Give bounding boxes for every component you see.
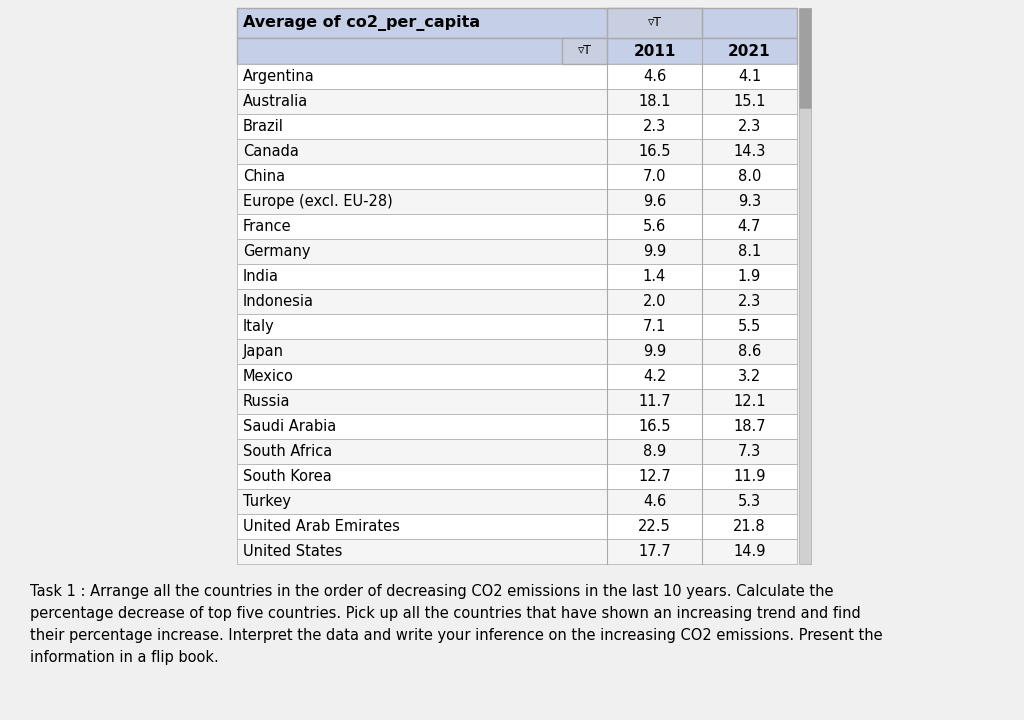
Bar xyxy=(237,339,797,364)
Text: 21.8: 21.8 xyxy=(733,519,766,534)
Text: 1.4: 1.4 xyxy=(643,269,667,284)
Text: 3.2: 3.2 xyxy=(738,369,761,384)
Bar xyxy=(237,439,797,464)
Bar xyxy=(237,64,797,89)
Text: 2011: 2011 xyxy=(633,43,676,58)
Bar xyxy=(562,38,607,64)
Text: 18.1: 18.1 xyxy=(638,94,671,109)
Text: France: France xyxy=(243,219,292,234)
Text: Saudi Arabia: Saudi Arabia xyxy=(243,419,336,434)
Text: information in a flip book.: information in a flip book. xyxy=(30,650,219,665)
Text: Argentina: Argentina xyxy=(243,69,314,84)
Bar xyxy=(237,514,797,539)
Text: Japan: Japan xyxy=(243,344,284,359)
Bar xyxy=(237,189,797,214)
Bar xyxy=(237,364,797,389)
Text: Mexico: Mexico xyxy=(243,369,294,384)
Text: 4.2: 4.2 xyxy=(643,369,667,384)
Bar xyxy=(237,164,797,189)
Bar xyxy=(237,264,797,289)
Bar xyxy=(237,539,797,564)
Text: Indonesia: Indonesia xyxy=(243,294,314,309)
Text: 2.3: 2.3 xyxy=(738,119,761,134)
Bar xyxy=(237,289,797,314)
Text: 9.9: 9.9 xyxy=(643,344,667,359)
Bar xyxy=(237,89,797,114)
Text: 5.3: 5.3 xyxy=(738,494,761,509)
Text: India: India xyxy=(243,269,279,284)
Bar xyxy=(237,239,797,264)
Text: 11.7: 11.7 xyxy=(638,394,671,409)
Bar xyxy=(237,8,797,38)
Text: ▿T: ▿T xyxy=(647,17,662,30)
Text: 2.3: 2.3 xyxy=(643,119,667,134)
Text: 7.1: 7.1 xyxy=(643,319,667,334)
Text: Italy: Italy xyxy=(243,319,274,334)
Bar xyxy=(799,8,811,108)
Text: 2.0: 2.0 xyxy=(643,294,667,309)
Text: South Korea: South Korea xyxy=(243,469,332,484)
Text: 12.1: 12.1 xyxy=(733,394,766,409)
Text: 18.7: 18.7 xyxy=(733,419,766,434)
Bar xyxy=(237,214,797,239)
Text: percentage decrease of top five countries. Pick up all the countries that have s: percentage decrease of top five countrie… xyxy=(30,606,861,621)
Text: 4.1: 4.1 xyxy=(738,69,761,84)
Text: Task 1 : Arrange all the countries in the order of decreasing CO2 emissions in t: Task 1 : Arrange all the countries in th… xyxy=(30,584,834,599)
Text: 8.6: 8.6 xyxy=(738,344,761,359)
Text: Average of co2_per_capita: Average of co2_per_capita xyxy=(243,15,480,31)
Text: 7.0: 7.0 xyxy=(643,169,667,184)
Text: 5.5: 5.5 xyxy=(738,319,761,334)
Bar xyxy=(607,8,702,38)
Text: United Arab Emirates: United Arab Emirates xyxy=(243,519,400,534)
Text: 16.5: 16.5 xyxy=(638,419,671,434)
Text: 8.9: 8.9 xyxy=(643,444,667,459)
Text: Brazil: Brazil xyxy=(243,119,284,134)
Bar xyxy=(799,8,811,564)
Text: United States: United States xyxy=(243,544,342,559)
Text: 9.6: 9.6 xyxy=(643,194,667,209)
Bar xyxy=(237,489,797,514)
Text: 7.3: 7.3 xyxy=(738,444,761,459)
Text: Australia: Australia xyxy=(243,94,308,109)
Text: 16.5: 16.5 xyxy=(638,144,671,159)
Text: Germany: Germany xyxy=(243,244,310,259)
Text: 9.3: 9.3 xyxy=(738,194,761,209)
Bar xyxy=(237,38,797,64)
Bar xyxy=(237,464,797,489)
Text: 2021: 2021 xyxy=(728,43,771,58)
Text: China: China xyxy=(243,169,285,184)
Bar xyxy=(237,139,797,164)
Text: Russia: Russia xyxy=(243,394,291,409)
Text: 1.9: 1.9 xyxy=(738,269,761,284)
Text: 15.1: 15.1 xyxy=(733,94,766,109)
Text: 8.0: 8.0 xyxy=(738,169,761,184)
Text: 14.9: 14.9 xyxy=(733,544,766,559)
Text: 5.6: 5.6 xyxy=(643,219,667,234)
Text: 22.5: 22.5 xyxy=(638,519,671,534)
Bar xyxy=(237,389,797,414)
Bar xyxy=(237,114,797,139)
Text: Turkey: Turkey xyxy=(243,494,291,509)
Text: 12.7: 12.7 xyxy=(638,469,671,484)
Text: ▿T: ▿T xyxy=(578,45,592,58)
Bar xyxy=(237,414,797,439)
Text: South Africa: South Africa xyxy=(243,444,332,459)
Text: 2.3: 2.3 xyxy=(738,294,761,309)
Text: 4.7: 4.7 xyxy=(738,219,761,234)
Text: 8.1: 8.1 xyxy=(738,244,761,259)
Text: 9.9: 9.9 xyxy=(643,244,667,259)
Bar xyxy=(237,314,797,339)
Text: 11.9: 11.9 xyxy=(733,469,766,484)
Text: 17.7: 17.7 xyxy=(638,544,671,559)
Text: Europe (excl. EU-28): Europe (excl. EU-28) xyxy=(243,194,393,209)
Text: 4.6: 4.6 xyxy=(643,69,667,84)
Text: their percentage increase. Interpret the data and write your inference on the in: their percentage increase. Interpret the… xyxy=(30,628,883,643)
Text: 4.6: 4.6 xyxy=(643,494,667,509)
Text: Canada: Canada xyxy=(243,144,299,159)
Text: 14.3: 14.3 xyxy=(733,144,766,159)
